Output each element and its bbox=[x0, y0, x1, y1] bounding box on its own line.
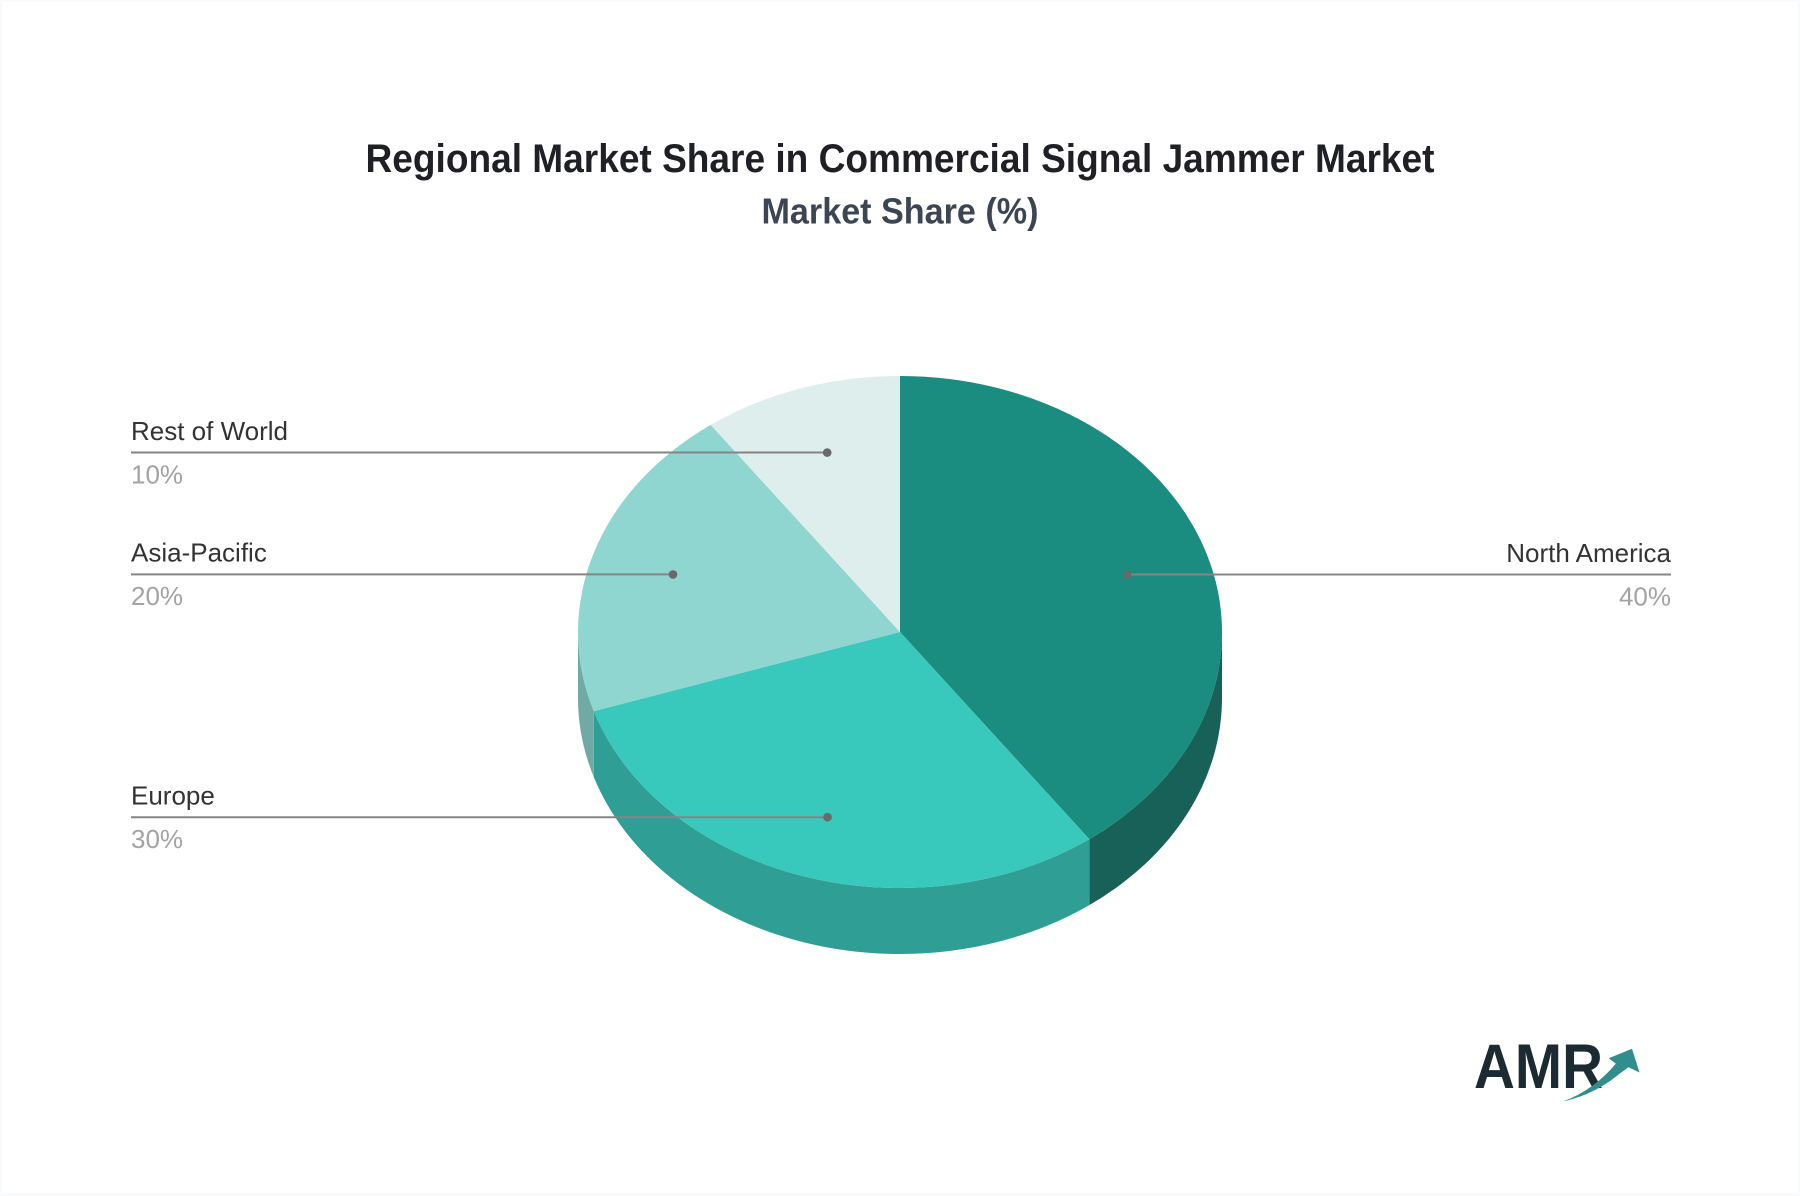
svg-text:Asia-Pacific: Asia-Pacific bbox=[131, 538, 267, 568]
svg-text:Europe: Europe bbox=[131, 780, 215, 810]
svg-text:Regional Market Share in Comme: Regional Market Share in Commercial Sign… bbox=[366, 137, 1435, 181]
svg-text:North America: North America bbox=[1506, 538, 1671, 568]
svg-text:10%: 10% bbox=[131, 459, 183, 489]
svg-text:30%: 30% bbox=[131, 824, 183, 854]
svg-text:Market Share (%): Market Share (%) bbox=[762, 191, 1039, 232]
svg-text:AMR: AMR bbox=[1474, 1032, 1603, 1102]
svg-text:20%: 20% bbox=[131, 581, 183, 611]
svg-text:Rest of World: Rest of World bbox=[131, 416, 288, 446]
svg-text:40%: 40% bbox=[1619, 582, 1671, 612]
